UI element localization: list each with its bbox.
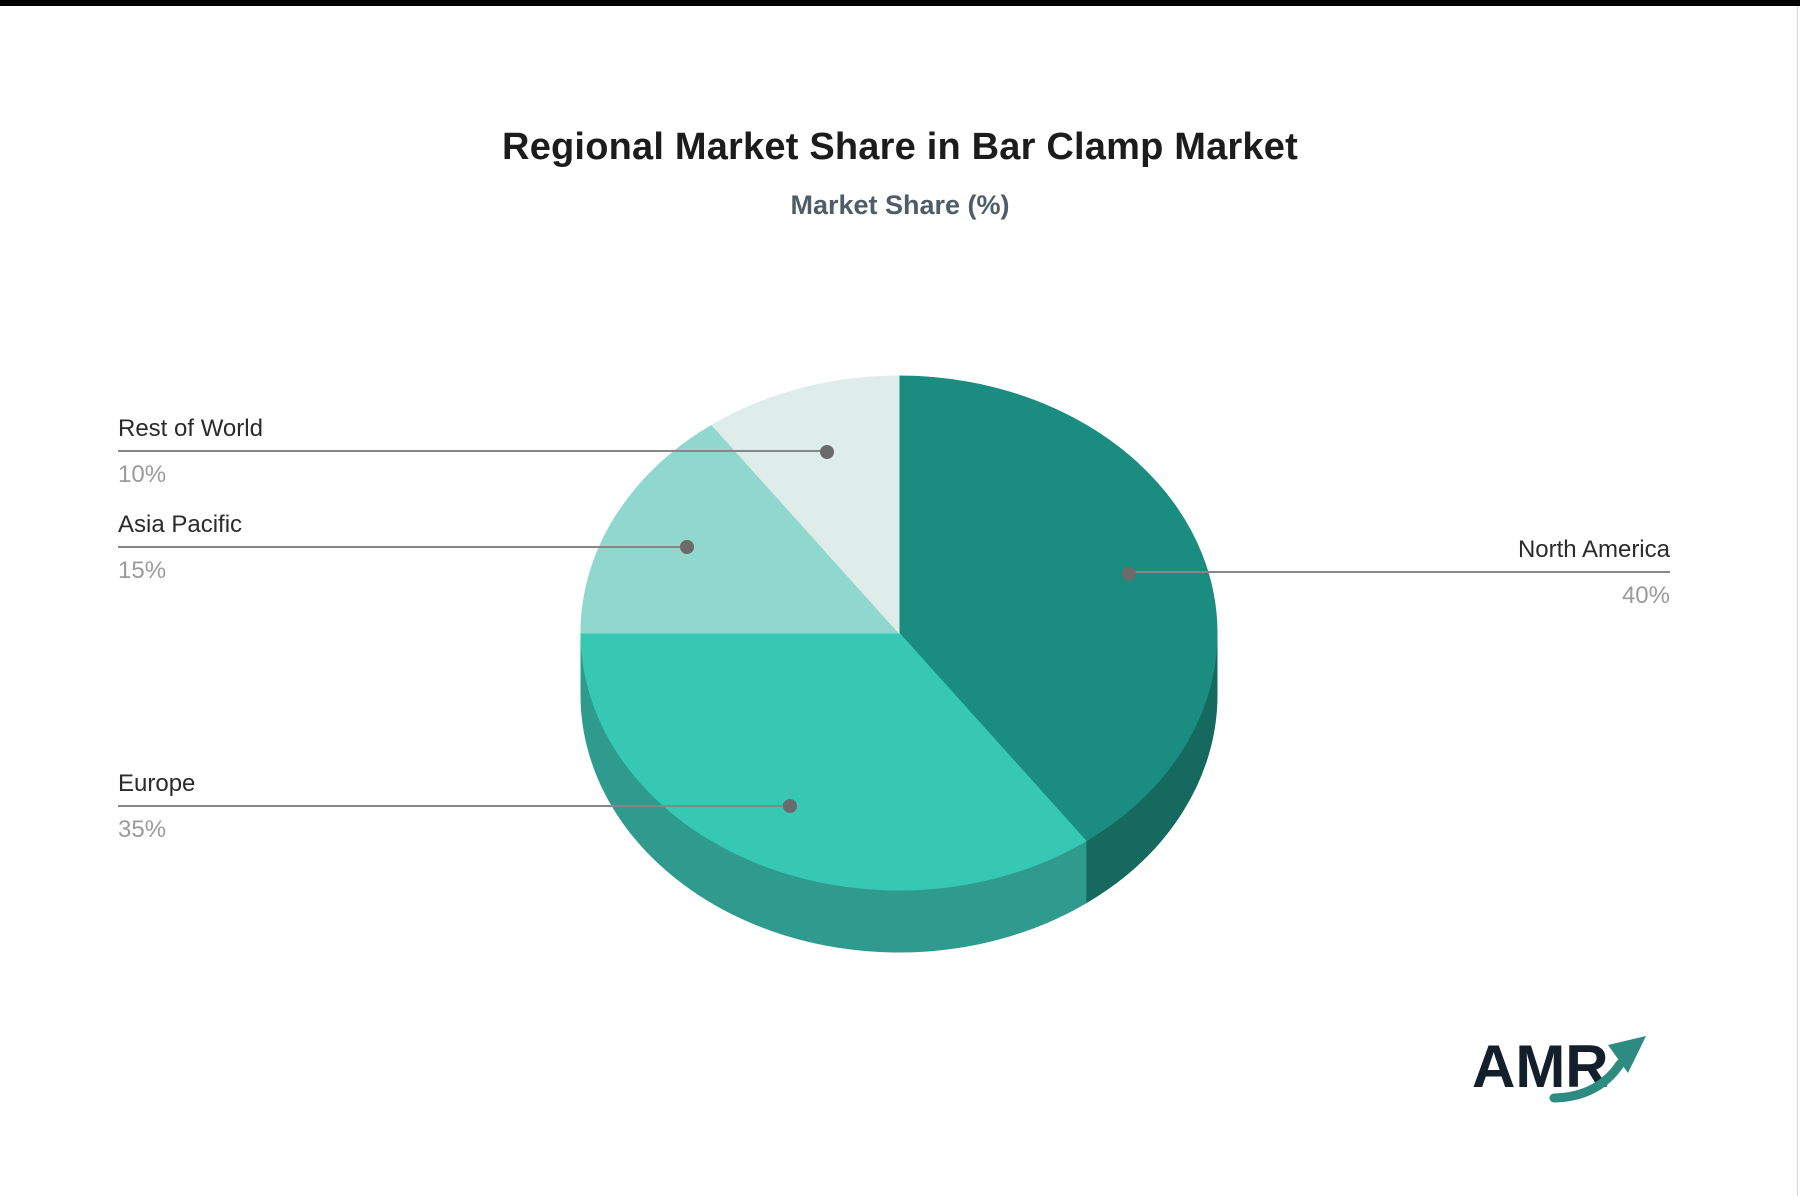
amr-logo: AMR [1472,1033,1646,1103]
callout-value-europe: 35% [118,816,167,843]
top-border-bar [0,0,1800,6]
callout-value-rest-of-world: 10% [118,461,167,488]
leader-line-europe [118,805,790,807]
callout-value-north-america: 40% [1621,582,1670,609]
pie-slice-europe[interactable] [580,632,1087,891]
chart-subtitle: Market Share (%) [790,190,1010,220]
chart-title: Regional Market Share in Bar Clamp Marke… [502,126,1298,168]
leader-dot-north-america [1122,567,1136,581]
leader-line-asia-pacific [118,546,687,548]
callout-label-rest-of-world: Rest of World [118,415,263,442]
leader-dot-asia-pacific [680,540,694,554]
leader-line-rest-of-world [118,450,827,452]
amr-logo-arrow-icon [1549,1059,1625,1103]
leader-dot-rest-of-world [820,445,834,459]
right-edge-line [1797,6,1798,1196]
callout-label-asia-pacific: Asia Pacific [118,511,243,538]
leader-line-north-america [1129,571,1670,573]
pie-slice-north-america[interactable] [898,375,1218,842]
leader-dot-europe [783,799,797,813]
callout-label-north-america: North America [1517,536,1670,563]
callout-value-asia-pacific: 15% [118,557,167,584]
pie-slice-asia-pacific[interactable] [580,424,901,634]
pie-slice-rest-of-world[interactable] [711,375,900,635]
callout-label-europe: Europe [118,770,196,797]
